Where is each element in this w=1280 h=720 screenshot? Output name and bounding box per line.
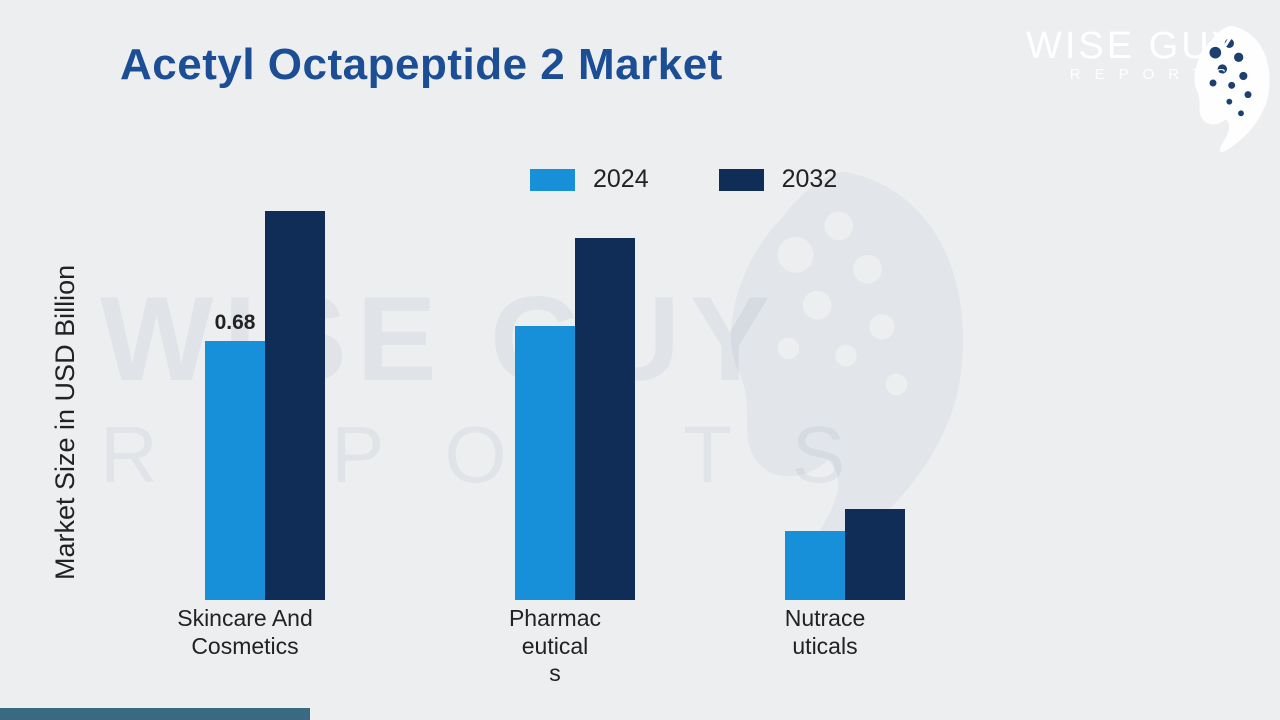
chart-canvas: Acetyl Octapeptide 2 Market WISE GUY REP… bbox=[0, 0, 1280, 720]
chart-legend: 2024 2032 bbox=[530, 165, 837, 194]
bar-2024-cat2 bbox=[785, 531, 845, 600]
x-axis-category-label: Skincare And Cosmetics bbox=[175, 605, 315, 660]
x-axis-category-label: Nutraceuticals bbox=[755, 605, 895, 660]
brand-logo: WISE GUY REPORTS bbox=[1026, 25, 1240, 83]
legend-swatch-2032 bbox=[719, 169, 764, 191]
y-axis-label: Market Size in USD Billion bbox=[50, 265, 81, 580]
bottom-accent-bar bbox=[0, 708, 310, 720]
x-axis-category-label: Pharmaceuticals bbox=[485, 605, 625, 688]
bar-2032-cat0 bbox=[265, 211, 325, 600]
bar-2024-cat1 bbox=[515, 326, 575, 600]
bar-2024-cat0 bbox=[205, 341, 265, 600]
legend-swatch-2024 bbox=[530, 169, 575, 191]
brand-logo-line1: WISE GUY bbox=[1026, 25, 1240, 68]
legend-label-2032: 2032 bbox=[782, 165, 838, 194]
chart-plot-area: 0.68Skincare And CosmeticsPharmaceutical… bbox=[115, 200, 995, 600]
brand-logo-line2: REPORTS bbox=[1026, 66, 1240, 83]
bar-2032-cat1 bbox=[575, 238, 635, 600]
chart-title: Acetyl Octapeptide 2 Market bbox=[120, 40, 723, 90]
bar-2032-cat2 bbox=[845, 509, 905, 600]
legend-item-2024: 2024 bbox=[530, 165, 649, 194]
bar-value-label: 0.68 bbox=[205, 311, 265, 335]
legend-label-2024: 2024 bbox=[593, 165, 649, 194]
legend-item-2032: 2032 bbox=[719, 165, 838, 194]
